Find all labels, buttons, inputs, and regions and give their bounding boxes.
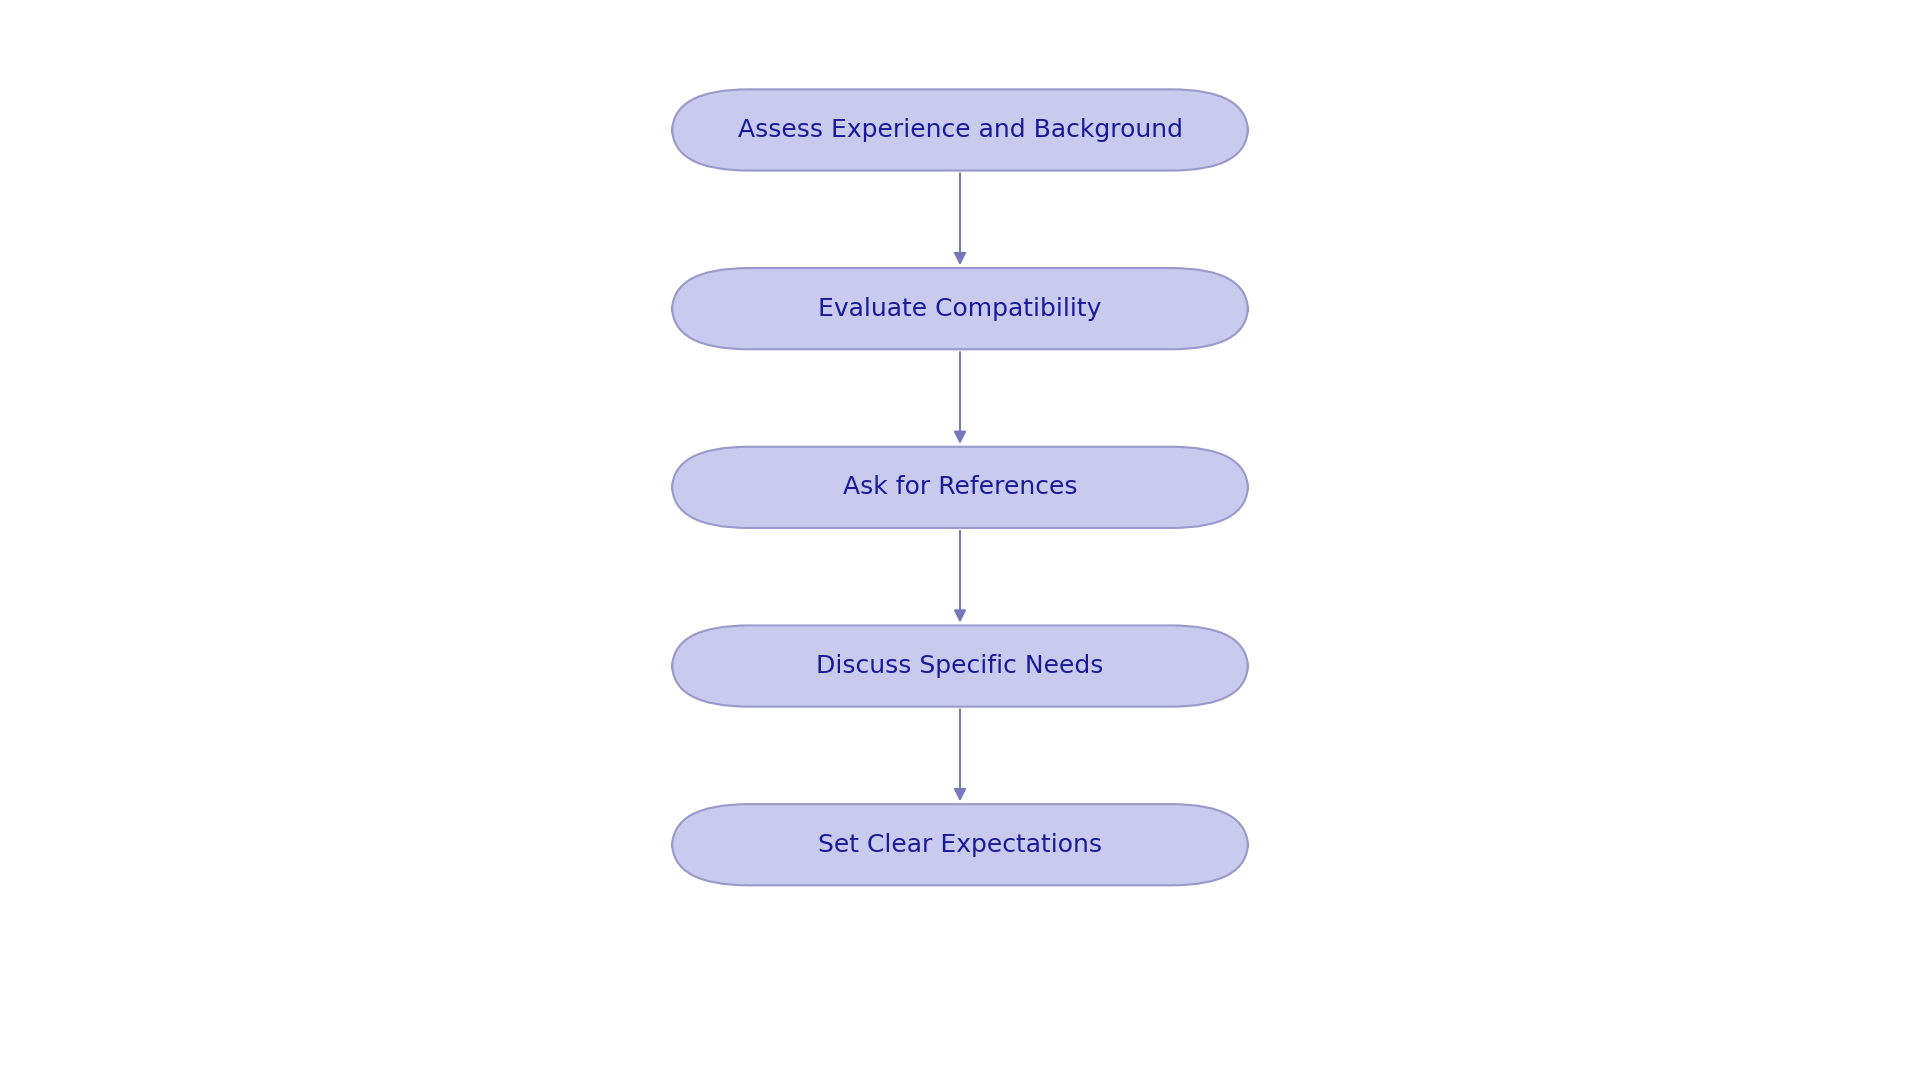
Text: Assess Experience and Background: Assess Experience and Background xyxy=(737,118,1183,142)
FancyBboxPatch shape xyxy=(672,804,1248,886)
FancyBboxPatch shape xyxy=(672,625,1248,706)
Text: Evaluate Compatibility: Evaluate Compatibility xyxy=(818,297,1102,321)
FancyBboxPatch shape xyxy=(672,446,1248,529)
FancyBboxPatch shape xyxy=(672,90,1248,170)
Text: Ask for References: Ask for References xyxy=(843,475,1077,499)
FancyBboxPatch shape xyxy=(672,269,1248,349)
Text: Discuss Specific Needs: Discuss Specific Needs xyxy=(816,654,1104,678)
Text: Set Clear Expectations: Set Clear Expectations xyxy=(818,833,1102,857)
